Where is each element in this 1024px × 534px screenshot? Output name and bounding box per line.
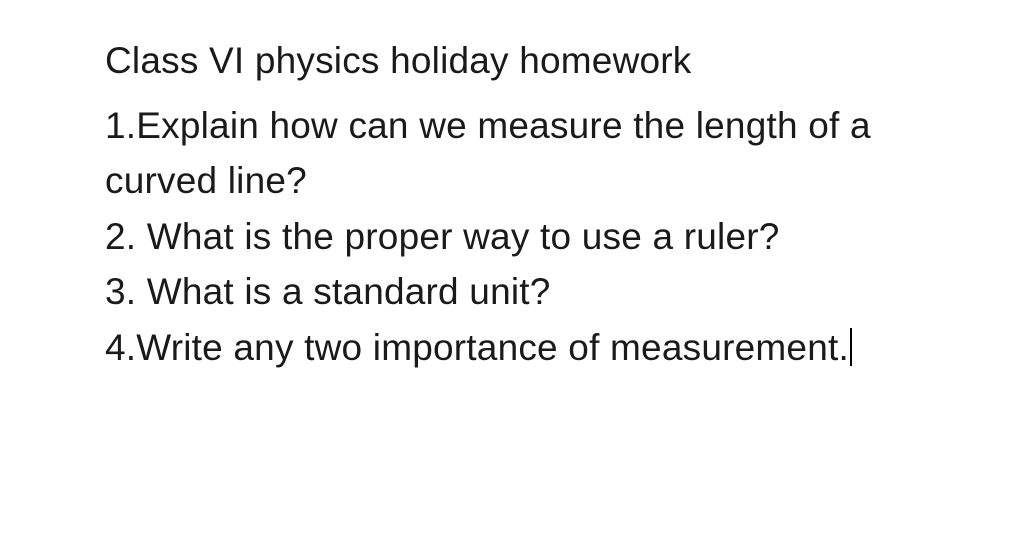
question-number: 3. (105, 271, 136, 312)
question-text: Explain how can we measure the length of… (105, 105, 871, 202)
question-2: 2. What is the proper way to use a ruler… (105, 209, 964, 265)
text-cursor (850, 328, 852, 366)
question-3: 3. What is a standard unit? (105, 264, 964, 320)
question-text: What is a standard unit? (136, 271, 550, 312)
question-4: 4.Write any two importance of measuremen… (105, 320, 964, 376)
question-number: 1. (105, 105, 136, 146)
question-number: 4. (105, 327, 136, 368)
question-text: Write any two importance of measurement. (136, 327, 849, 368)
question-text: What is the proper way to use a ruler? (136, 216, 779, 257)
question-1: 1.Explain how can we measure the length … (105, 98, 964, 209)
question-number: 2. (105, 216, 136, 257)
document-title: Class VI physics holiday homework (105, 36, 964, 86)
